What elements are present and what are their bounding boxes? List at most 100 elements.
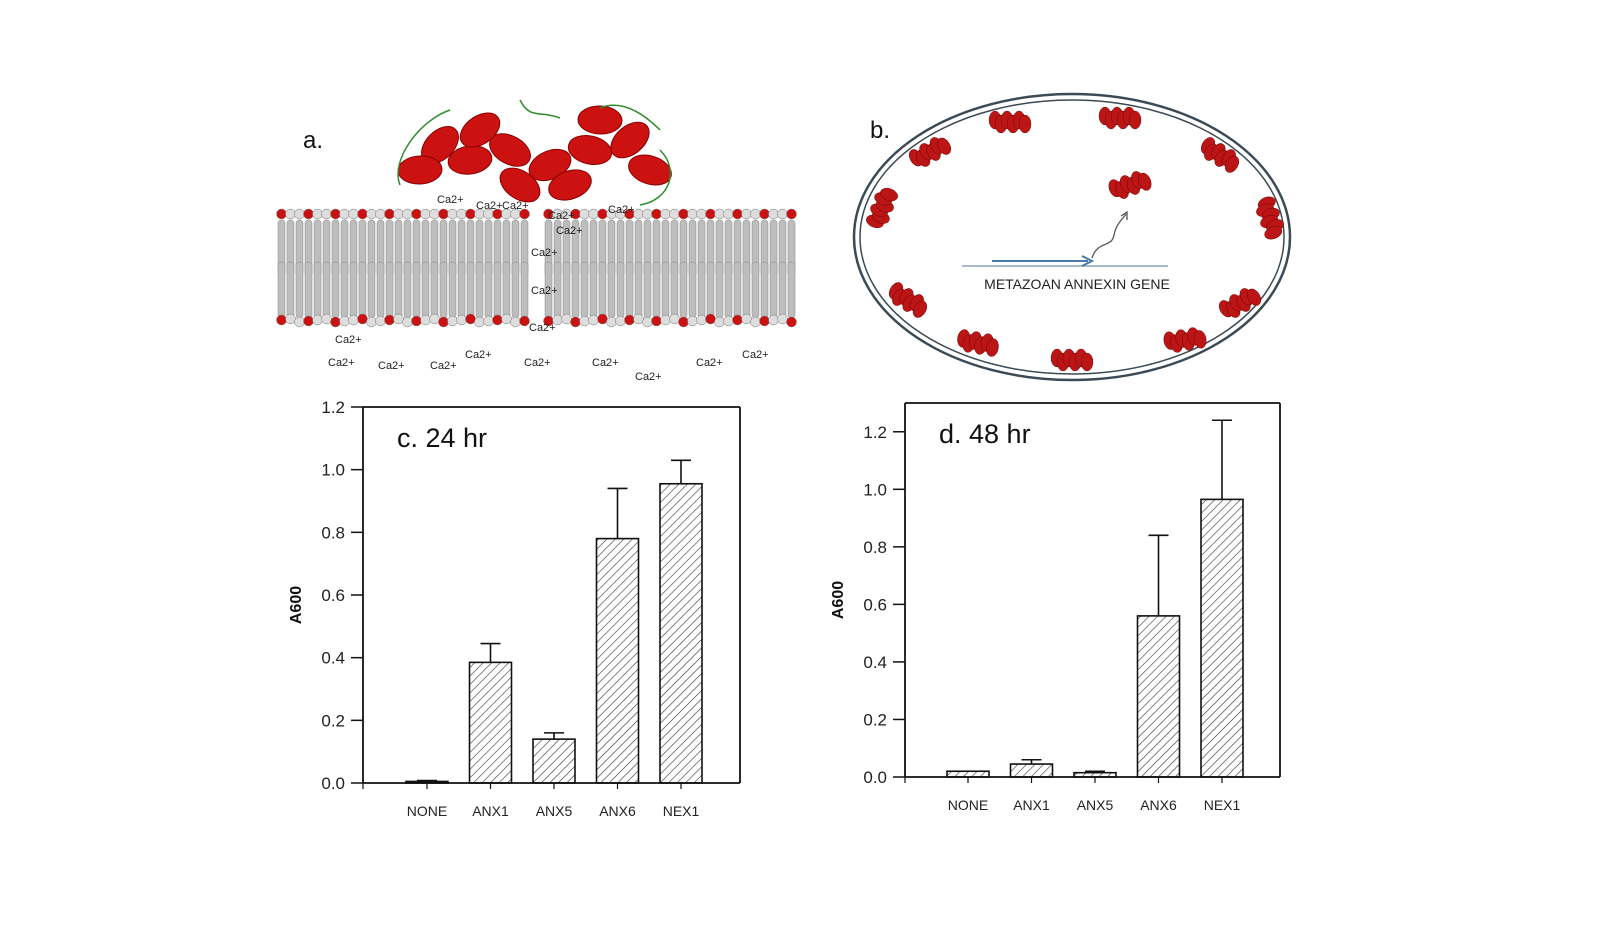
- lipid-headgroup: [348, 208, 359, 220]
- lipid-headgroup: [642, 316, 653, 328]
- calcium-ion-label: Ca2+: [635, 371, 662, 383]
- lipid-headgroup: [768, 208, 779, 220]
- lipid-headgroup: [447, 315, 458, 327]
- lipid-headgroup: [660, 208, 671, 220]
- expression-curve-arrow: [1091, 213, 1127, 259]
- calcium-ion-label: Ca2+: [465, 349, 492, 361]
- lipid-headgroup: [321, 208, 332, 220]
- lipid-tail: [475, 261, 484, 319]
- y-tick-label: 0.2: [321, 711, 345, 730]
- y-tick-label: 0.8: [863, 538, 887, 557]
- bar-anx6: [595, 537, 640, 784]
- lipid-headgroup: [741, 208, 752, 220]
- y-tick-label: 0.0: [321, 774, 345, 793]
- alpha-helix: [567, 134, 613, 166]
- lipid-tail: [616, 261, 625, 319]
- lipid-tail: [376, 261, 385, 319]
- chart-24hr: 0.0 0.2 0.4 0.6 0.8 1.0 1.2 A600 c. 24 hr NONE ANX…: [288, 398, 741, 819]
- lipid-headgroup: [777, 313, 788, 325]
- lipid-headgroup: [411, 315, 422, 327]
- helix: [1018, 114, 1032, 134]
- lipid-headgroup: [312, 208, 323, 220]
- annexin-proteins: [866, 106, 1284, 372]
- lipid-headgroup: [633, 208, 644, 220]
- helix: [880, 187, 898, 202]
- lipid-headgroup: [705, 313, 716, 325]
- lipid-headgroup: [456, 314, 467, 326]
- lipid-headgroup: [339, 315, 350, 327]
- alpha-helix: [499, 167, 541, 203]
- lipid-headgroup: [696, 314, 707, 326]
- lipid-tail: [688, 261, 697, 319]
- calcium-ion-labels: Ca2+ Ca2+Ca2+ Ca2+Ca2+Ca2+Ca2+Ca2+Ca2+ Ca2+…: [328, 194, 769, 383]
- lipid-headgroup: [384, 208, 395, 220]
- lipid-headgroup: [705, 208, 716, 220]
- lipid-tail: [286, 261, 295, 319]
- calcium-ion-label: Ca2+: [328, 357, 355, 369]
- lipid-tail: [412, 261, 421, 319]
- calcium-ion-label: Ca2+: [531, 285, 558, 297]
- lipid-headgroup: [303, 315, 314, 327]
- helix: [936, 137, 952, 155]
- lipid-tail: [580, 261, 589, 319]
- lipid-headgroup: [357, 208, 368, 220]
- y-tick-label: 0.0: [863, 768, 887, 787]
- lipid-headgroup: [786, 316, 797, 328]
- lipid-headgroup: [303, 208, 314, 220]
- lipid-headgroup: [420, 208, 431, 220]
- lipid-tail: [322, 261, 331, 319]
- calcium-ion-label: Ca2+: [335, 334, 362, 346]
- lipid-tail: [607, 261, 616, 319]
- bar-anx6: [1136, 615, 1181, 778]
- bar-anx5: [1073, 771, 1117, 778]
- lipid-headgroup: [375, 208, 386, 220]
- alpha-helix: [577, 105, 623, 135]
- annexin-protein-icon: [957, 329, 999, 357]
- lipid-headgroup: [669, 208, 680, 220]
- x-tick-label: ANX6: [599, 803, 636, 819]
- lipid-headgroup: [750, 208, 761, 220]
- y-axis-label: A600: [288, 586, 305, 624]
- lipid-headgroup: [366, 208, 377, 220]
- gene-label: METAZOAN ANNEXIN GENE: [984, 276, 1170, 292]
- lipid-headgroup: [411, 208, 422, 220]
- lipid-tail: [733, 261, 742, 319]
- lipid-tail: [439, 261, 448, 319]
- lipid-headgroup: [285, 313, 296, 325]
- lipid-headgroup: [375, 315, 386, 327]
- y-tick-label: 0.2: [863, 710, 887, 729]
- helix: [1128, 110, 1142, 130]
- chart-48hr: 0.0 0.2 0.4 0.6 0.8 1.0 1.2 A600 d. 48 hr NONE ANX…: [830, 402, 1281, 813]
- loop-region: [397, 99, 671, 206]
- x-tick-label: ANX5: [536, 803, 573, 819]
- lipid-tail: [340, 261, 349, 319]
- calcium-ion-label: Ca2+: [524, 357, 551, 369]
- lipid-tail: [502, 261, 511, 319]
- lipid-headgroup: [669, 313, 680, 325]
- lipid-tail: [778, 261, 787, 319]
- bar-none: [405, 780, 449, 784]
- x-tick-label: ANX1: [1013, 797, 1050, 813]
- lipid-headgroup: [402, 208, 413, 220]
- helix: [912, 300, 928, 318]
- panel-b-label: b.: [870, 117, 890, 144]
- curve-arrow-head-icon: [1120, 210, 1128, 220]
- lipid-tail: [571, 261, 580, 319]
- lipid-headgroup: [465, 313, 476, 325]
- lipid-headgroup: [750, 316, 761, 328]
- lipid-tail: [430, 261, 439, 319]
- lipid-headgroup: [438, 208, 449, 220]
- annexin-protein-icon: [866, 187, 898, 229]
- chart-title: d. 48 hr: [939, 419, 1031, 449]
- y-axis-label: A600: [830, 581, 847, 619]
- lipid-headgroup: [714, 208, 725, 220]
- annexin-protein-icon: [988, 110, 1032, 134]
- annexin-protein-icon: [1050, 348, 1094, 372]
- helix: [1193, 330, 1207, 349]
- calcium-ion-label: Ca2+: [430, 360, 457, 372]
- lipid-bilayer: [276, 208, 797, 328]
- lipid-headgroup: [588, 208, 599, 220]
- calcium-ion-label: Ca2+: [556, 225, 583, 237]
- lipid-tail: [643, 261, 652, 319]
